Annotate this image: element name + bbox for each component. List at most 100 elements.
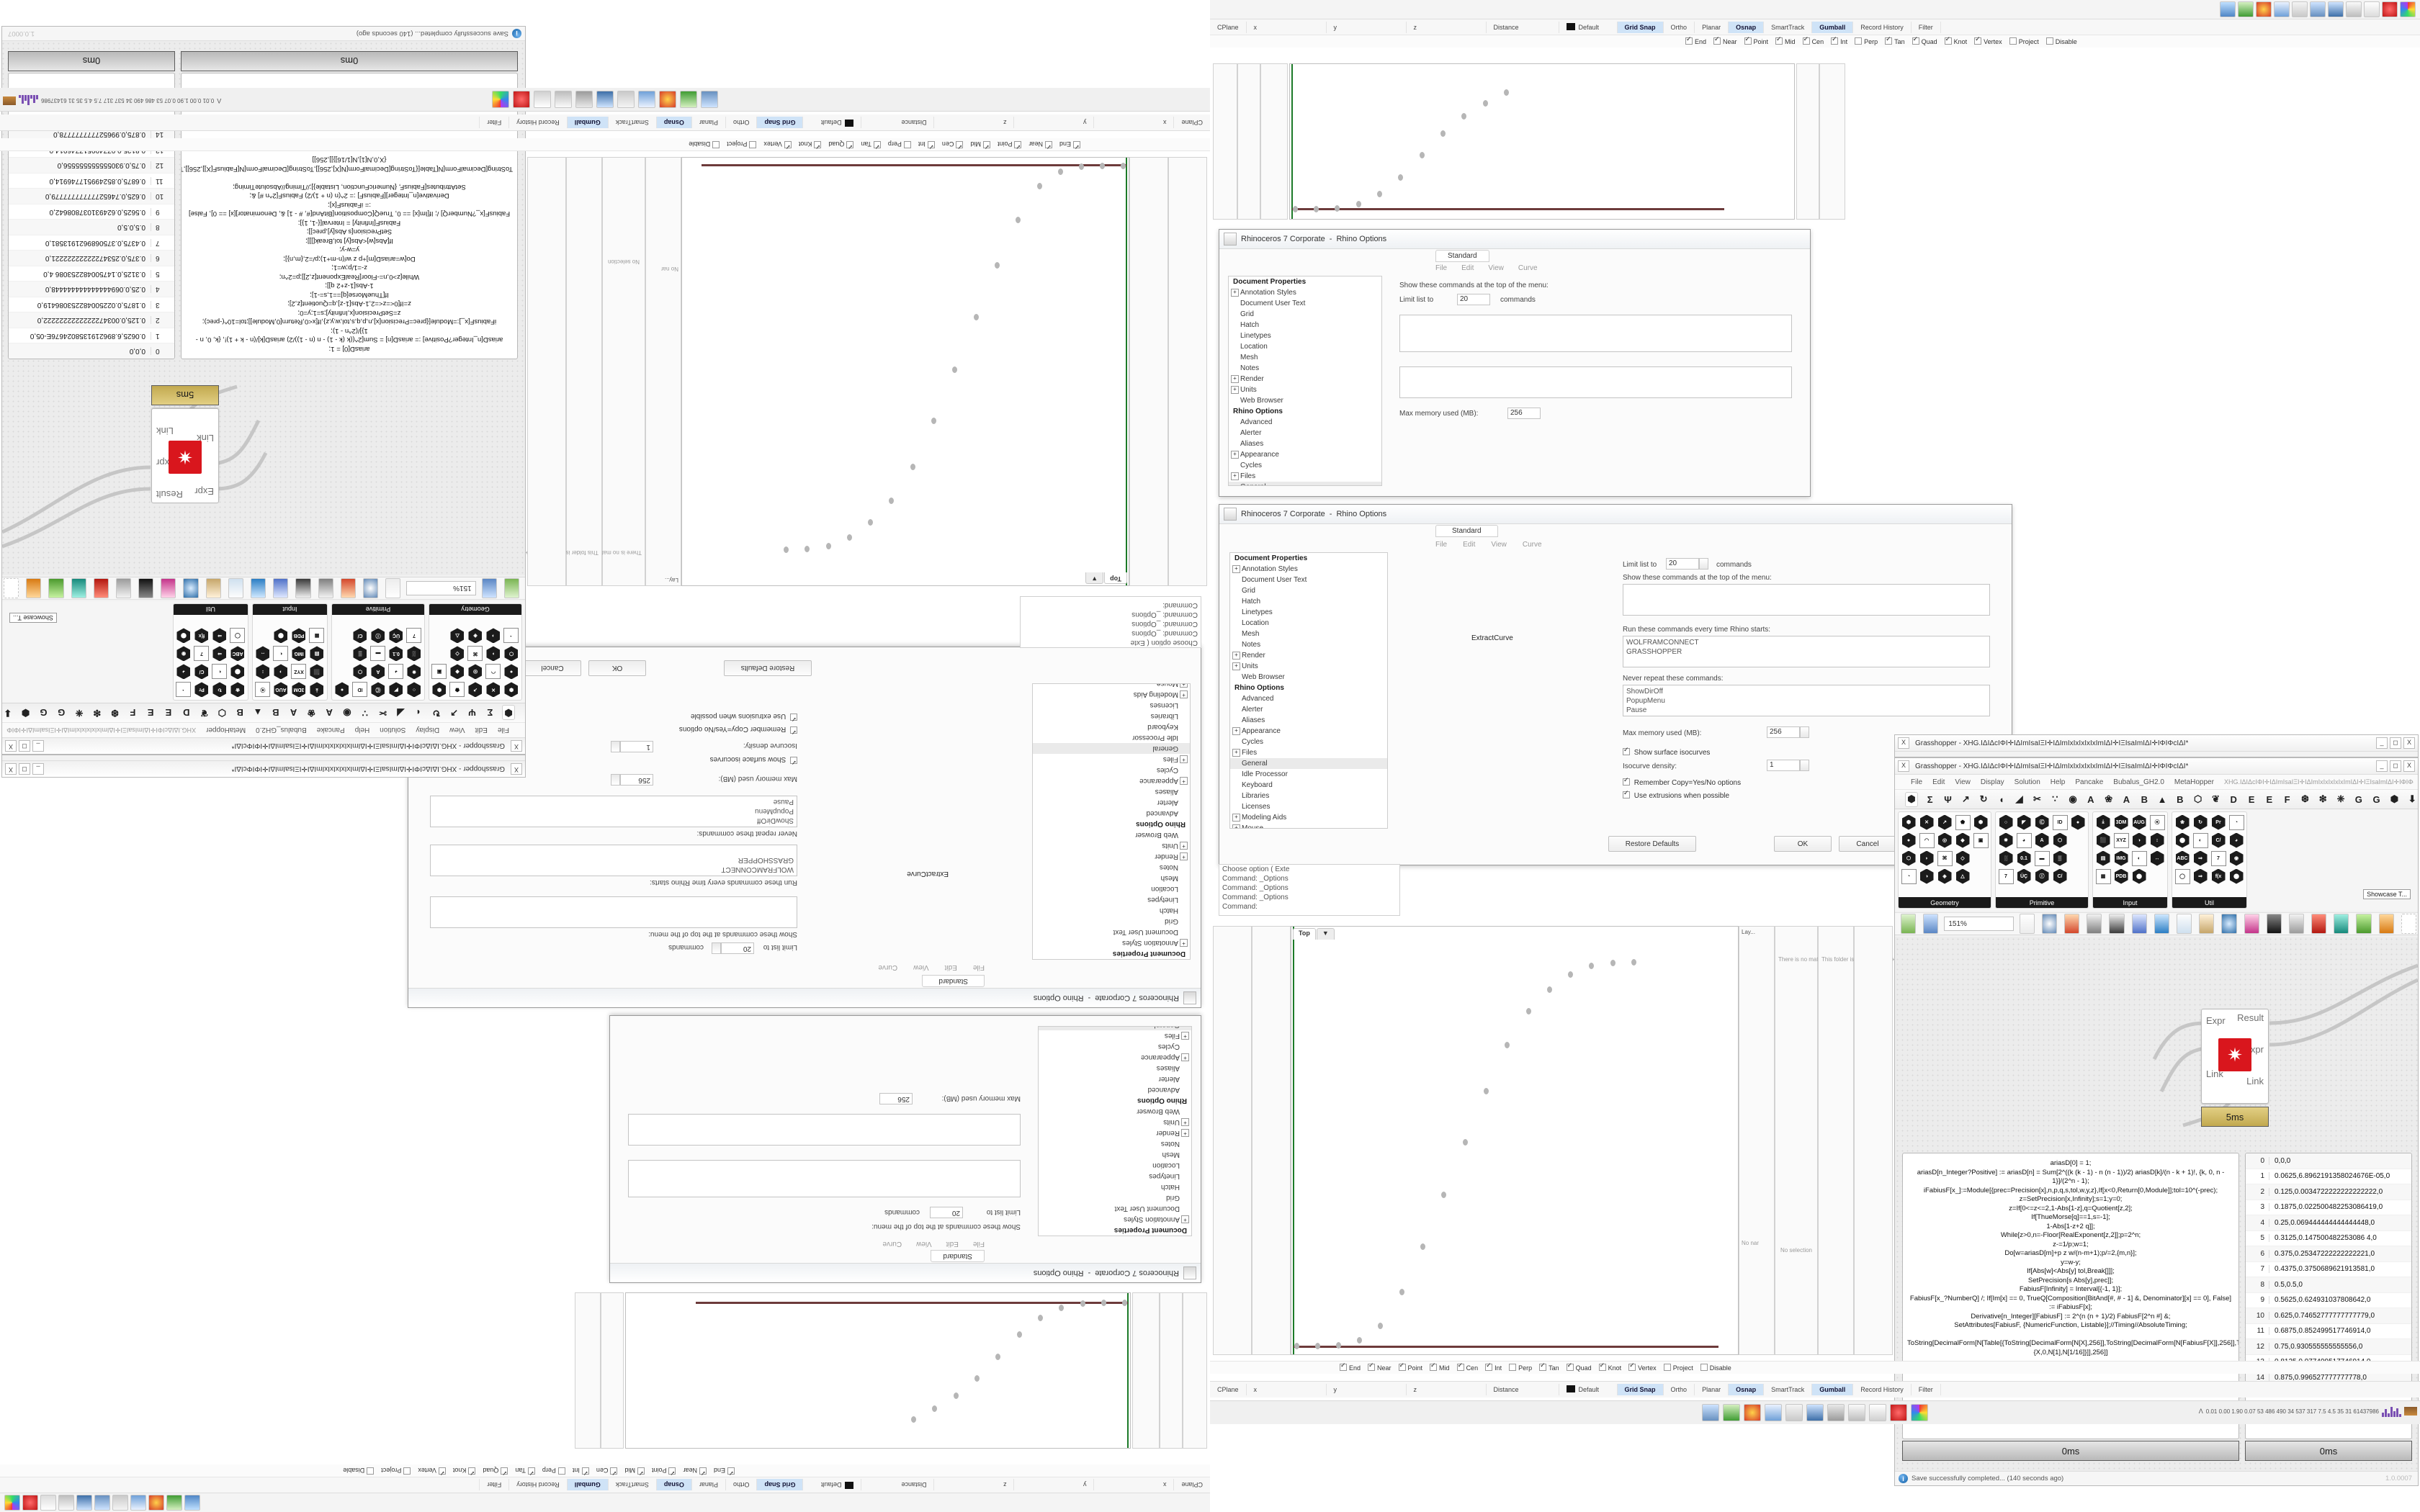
options-tree-item-web-browser[interactable]: Web Browser — [1135, 831, 1178, 839]
options-tree-item-idle-processor[interactable]: Idle Processor — [1242, 770, 1288, 778]
osnap-toggle-near[interactable]: Near — [683, 1467, 707, 1475]
status-toggle-smarttrack[interactable]: SmartTrack — [607, 1479, 656, 1490]
status-toggle-smarttrack-b[interactable]: SmartTrack — [1764, 1384, 1813, 1395]
gh-component-button[interactable]: ID — [351, 681, 369, 698]
checkbox-icon[interactable] — [873, 141, 881, 148]
osnap-toggle-point[interactable]: Point — [652, 1467, 676, 1475]
gh-component-button[interactable]: ⦿ — [2148, 814, 2166, 831]
osnap-toggle-disable[interactable]: Disable — [343, 1467, 375, 1475]
gh-component-button[interactable]: ⬤ — [2130, 868, 2148, 885]
options-tree-item-mesh[interactable]: Mesh — [1160, 874, 1178, 882]
minimize-icon[interactable]: _ — [32, 740, 44, 752]
app-icon-terminal[interactable] — [2238, 1, 2254, 17]
gh-component-button[interactable]: ◕ — [2228, 832, 2245, 849]
gh-component-button[interactable]: ⇒ — [2192, 850, 2209, 867]
gh-tab-21[interactable]: F — [2284, 793, 2290, 805]
checkbox-icon[interactable] — [1368, 1362, 1376, 1371]
osnap-toggle-cen[interactable]: Cen — [596, 1467, 618, 1475]
gh-menu-view[interactable]: View — [449, 726, 465, 734]
options-tree-item-grid[interactable]: Grid — [1240, 310, 1254, 318]
max-memory-input-upper[interactable]: 256 — [879, 1093, 913, 1104]
gh-menu-bubalus-gh2-0[interactable]: Bubalus_GH2.0 — [256, 726, 307, 734]
gh-component-button[interactable]: ▒ — [2051, 850, 2069, 867]
isocurve-density-stepper[interactable] — [611, 741, 620, 752]
gh-component-button[interactable]: Ⓒ — [2033, 814, 2051, 831]
taskbar-icon-explorer[interactable] — [1702, 1404, 1719, 1421]
options-tree-item-advanced[interactable]: Advanced — [1242, 695, 1274, 703]
options-tree-item-grid[interactable]: Grid — [1242, 587, 1255, 595]
gh-component-button[interactable]: ▣ — [431, 663, 448, 680]
expand-icon[interactable]: + — [1231, 386, 1239, 394]
gh-tab-18[interactable]: D — [183, 707, 190, 719]
run-at-start-listbox[interactable]: WOLFRAMCONNECT GRASSHOPPER — [1623, 636, 1990, 667]
gh-component-button[interactable]: ▤ — [2094, 850, 2112, 867]
expand-icon[interactable]: + — [1232, 749, 1240, 757]
options-tree-item-document-user-text[interactable]: Document User Text — [1240, 300, 1306, 307]
gh-component-button[interactable]: ↻ — [211, 681, 228, 698]
left-tool-strip-c[interactable] — [1260, 63, 1288, 220]
gh-component-button[interactable]: ● — [333, 681, 351, 698]
gh-component-button[interactable]: ⬤ — [2228, 868, 2245, 885]
file-browser-panel[interactable]: This folder is empty. — [1818, 926, 1873, 1355]
display-black-icon[interactable] — [138, 578, 154, 598]
osnap-toggle-mid[interactable]: Mid — [1775, 35, 1796, 45]
gh-tab-14[interactable]: ▲ — [253, 707, 263, 719]
grasshopper-tab-strip[interactable]: ⬢ Σ Ψ ↗ ↻ ◖ ◢ ✂ ∵ ◉ A ❀ A B ▲ B ⬡ ❦ D E E F ❆ ❇ ❈ G G ⬢ ⬇ — [2, 703, 525, 722]
options-tree-item-web-browser[interactable]: Web Browser — [1137, 1107, 1180, 1115]
options-tree-item-alerter[interactable]: Alerter — [1242, 706, 1263, 714]
gh-component-button[interactable]: ◎ — [1936, 832, 1953, 849]
expand-icon[interactable]: + — [1181, 1032, 1189, 1040]
rhino-viewport-bottom[interactable]: Top ▼ — [1291, 926, 1739, 1355]
gh-component-button[interactable]: ⬤ — [2174, 832, 2191, 849]
display-red-icon[interactable] — [93, 578, 109, 598]
checkbox-icon[interactable] — [1663, 1364, 1671, 1371]
output-pin-link[interactable]: Link — [156, 426, 174, 436]
checkbox-icon[interactable] — [403, 1467, 411, 1475]
options-tree-item-files[interactable]: + Files — [1230, 747, 1387, 758]
close-icon[interactable]: X — [1898, 760, 1909, 772]
maximize-icon[interactable]: ◻ — [2390, 760, 2401, 772]
input-pin-expr[interactable]: Expr — [194, 486, 214, 497]
options-tree-item-annotation-styles[interactable]: + Annotation Styles — [1230, 564, 1387, 575]
run-at-start-listbox-upper[interactable] — [628, 1160, 1021, 1197]
osnap-toggle-end[interactable]: End — [714, 1467, 735, 1475]
osnap-toggle-quad[interactable]: Quad — [1566, 1362, 1592, 1372]
options-tree-item-units[interactable]: + Units — [1229, 384, 1381, 395]
options-tree-item-location[interactable]: Location — [1152, 1161, 1180, 1169]
app-icon-speaker[interactable] — [58, 1495, 74, 1511]
osnap-toggle-int[interactable]: Int — [1485, 1362, 1502, 1372]
options-tree-item-document-user-text[interactable]: Document User Text — [1114, 1205, 1180, 1212]
checkbox-icon[interactable] — [903, 141, 911, 148]
gh-component-button[interactable]: C/ — [2210, 832, 2227, 849]
status-toggle-grid-snap-b[interactable]: Grid Snap — [756, 117, 803, 128]
expand-icon[interactable]: + — [1180, 939, 1188, 947]
gh-component-button[interactable]: ◔ — [2228, 814, 2245, 831]
checkbox-icon[interactable] — [1073, 141, 1080, 148]
app-icon-speaker[interactable] — [2346, 1, 2362, 17]
gh-component-button[interactable]: Ⓘ — [2033, 868, 2051, 885]
options-tree-item-aliases[interactable]: Aliases — [1155, 788, 1178, 796]
preview-mesh-icon[interactable] — [318, 578, 333, 598]
window-buttons[interactable]: _ ◻ X — [5, 740, 44, 752]
gh-component-button[interactable]: 7 — [405, 627, 423, 644]
gh-component-button[interactable]: ○ — [405, 681, 423, 698]
app-icon-browser[interactable] — [2256, 1, 2272, 17]
app-icon-notes[interactable] — [112, 1495, 128, 1511]
cluster-icon[interactable] — [2131, 914, 2147, 934]
show-isocurves-row[interactable]: Show surface isocurves — [1623, 746, 1710, 757]
gh-component-button[interactable]: Pr — [193, 681, 210, 698]
checkbox-icon[interactable] — [1485, 1362, 1493, 1371]
dialog-mini-menu-main[interactable]: File Edit View Curve — [1435, 541, 1542, 549]
options-tree-item-document-user-text[interactable]: Document User Text — [1113, 928, 1178, 936]
checkbox-icon[interactable] — [1744, 35, 1752, 45]
remember-copy-checkbox[interactable] — [790, 726, 797, 734]
menu-curve[interactable]: Curve — [882, 1240, 902, 1248]
gh-tab-10[interactable]: A — [326, 707, 333, 719]
osnap-toggle-disable[interactable]: Disable — [1700, 1364, 1731, 1372]
options-tree-item-alerter[interactable]: Alerter — [1240, 429, 1262, 437]
new-file-icon[interactable] — [503, 578, 519, 598]
checkbox-icon[interactable] — [784, 141, 792, 148]
options-tree-item-linetypes[interactable]: Linetypes — [1240, 332, 1271, 340]
preview-mesh-icon[interactable] — [2087, 914, 2102, 934]
gh-menu-pancake[interactable]: Pancake — [316, 726, 345, 734]
